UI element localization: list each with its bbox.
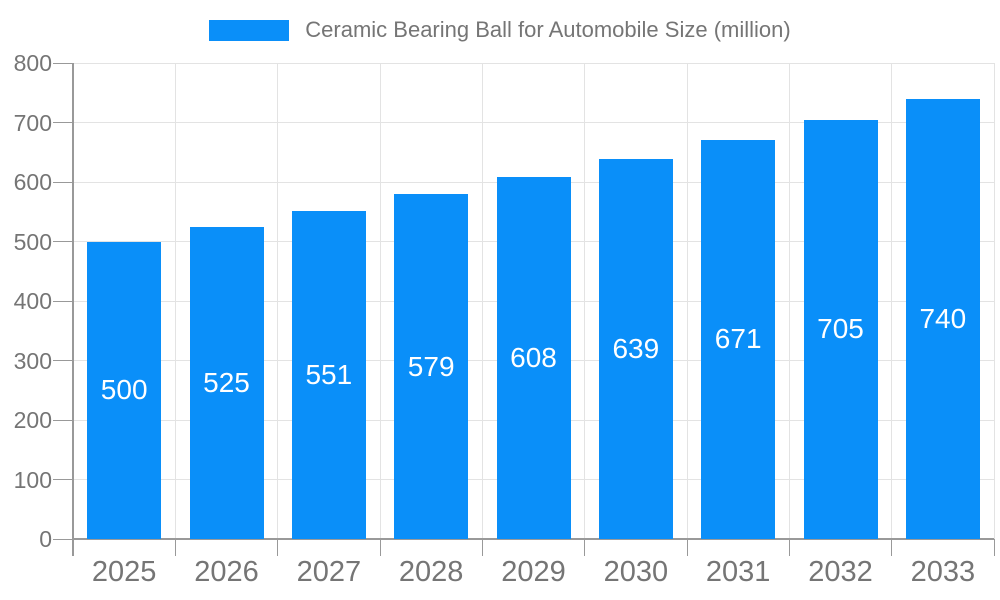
y-axis-label: 0 (39, 526, 52, 552)
legend-label[interactable]: Ceramic Bearing Ball for Automobile Size… (305, 17, 791, 42)
x-axis-label: 2030 (603, 556, 669, 588)
bar-value-label: 608 (510, 342, 557, 374)
bar[interactable]: 671 (701, 139, 776, 539)
y-axis-label: 500 (13, 228, 52, 255)
y-gridline (73, 122, 994, 123)
x-axis-tick (584, 539, 586, 556)
x-axis-label: 2029 (501, 556, 566, 588)
x-axis-tick (379, 539, 381, 556)
bar[interactable]: 608 (496, 177, 571, 539)
x-gridline (379, 63, 381, 539)
x-axis-line (72, 538, 994, 540)
y-axis-tick (53, 122, 73, 123)
y-axis-tick (53, 300, 73, 302)
x-axis-label: 2033 (910, 556, 976, 588)
legend-swatch-icon[interactable] (209, 19, 290, 41)
bar-value-label: 551 (305, 359, 353, 391)
x-axis-tick (481, 539, 483, 556)
bar[interactable]: 500 (87, 241, 162, 539)
x-axis-label: 2031 (705, 556, 771, 588)
x-axis-label: 2027 (296, 556, 362, 588)
y-axis-tick (53, 181, 73, 183)
bar[interactable]: 705 (803, 119, 878, 539)
y-axis-label: 800 (13, 50, 52, 76)
bar[interactable]: 740 (905, 98, 980, 539)
x-gridline (174, 63, 176, 539)
y-axis-tick (53, 479, 73, 480)
x-axis-tick (993, 539, 995, 556)
x-gridline (686, 63, 688, 539)
x-gridline (993, 63, 995, 539)
x-axis-label: 2028 (398, 556, 464, 588)
y-axis-line (72, 63, 74, 556)
bar-value-label: 639 (612, 332, 660, 364)
y-axis-tick (53, 538, 73, 540)
y-axis-label: 700 (13, 109, 52, 136)
x-gridline (891, 63, 893, 539)
y-axis-label: 400 (13, 288, 52, 314)
bar-value-label: 500 (100, 374, 148, 406)
y-axis-tick (53, 241, 73, 242)
x-axis-tick (174, 539, 176, 556)
bar[interactable]: 551 (291, 211, 366, 539)
x-gridline (481, 63, 483, 539)
x-axis-label: 2026 (194, 556, 259, 588)
y-gridline (73, 62, 994, 64)
y-axis-tick (53, 419, 73, 421)
x-axis-label: 2025 (91, 556, 157, 588)
bar[interactable]: 525 (189, 226, 264, 539)
y-axis-tick (53, 360, 73, 361)
bar-value-label: 579 (407, 350, 455, 382)
x-axis-tick (277, 539, 279, 556)
x-axis-tick (891, 539, 893, 556)
y-axis-label: 300 (13, 347, 52, 374)
x-axis-tick (788, 539, 790, 556)
x-gridline (277, 63, 279, 539)
legend[interactable]: Ceramic Bearing Ball for Automobile Size… (0, 17, 1000, 43)
bar-value-label: 525 (203, 366, 250, 398)
x-gridline (584, 63, 586, 539)
bar-value-label: 740 (919, 302, 967, 334)
x-axis-tick (686, 539, 688, 556)
y-axis-tick (53, 62, 73, 64)
bar[interactable]: 639 (598, 158, 673, 539)
y-axis-label: 100 (13, 466, 52, 493)
bar-value-label: 671 (714, 323, 762, 355)
bar-value-label: 705 (817, 313, 864, 345)
x-axis-label: 2032 (808, 556, 873, 588)
y-axis-label: 600 (13, 169, 52, 195)
x-gridline (788, 63, 790, 539)
bar[interactable]: 579 (394, 194, 469, 539)
y-axis-label: 200 (13, 407, 52, 433)
